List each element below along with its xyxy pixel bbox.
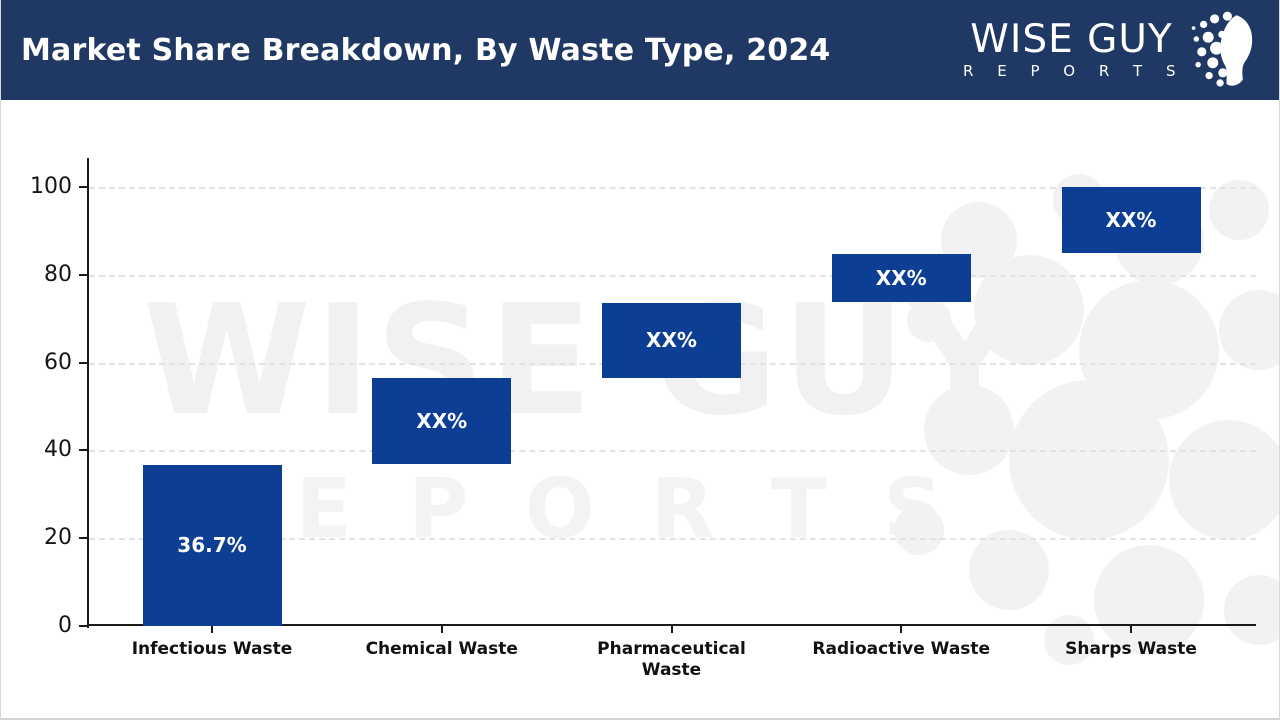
bar-value-label: XX% — [646, 328, 697, 353]
y-gridline — [89, 187, 1256, 189]
y-tick-mark — [79, 625, 87, 627]
y-tick-label: 20 — [44, 525, 72, 551]
bar-value-label: 36.7% — [177, 533, 247, 558]
logo-text: WISE GUY R E P O R T S — [958, 20, 1185, 80]
y-tick-mark — [79, 537, 87, 540]
wise-guy-reports-logo: WISE GUY R E P O R T S — [958, 10, 1253, 90]
header-bar: Market Share Breakdown, By Waste Type, 2… — [1, 0, 1279, 100]
y-tick-label: 0 — [58, 613, 72, 638]
x-category-label: Pharmaceutical Waste — [597, 639, 746, 681]
x-tick-mark — [670, 626, 673, 633]
watermark-subtitle: R E P O R T S — [176, 462, 957, 557]
y-tick-label: 100 — [30, 174, 72, 199]
x-category-label: Radioactive Waste — [812, 639, 991, 659]
dotted-face-icon — [1191, 11, 1253, 87]
y-tick-mark — [79, 449, 87, 452]
y-tick-mark — [79, 361, 87, 364]
y-axis-line — [87, 158, 89, 628]
bar-pharmaceutical-waste: XX% — [602, 302, 741, 378]
bar-value-label: XX% — [416, 408, 468, 433]
bar-value-label: XX% — [875, 266, 927, 291]
chart-title: Market Share Breakdown, By Waste Type, 2… — [21, 32, 831, 68]
y-tick-label: 60 — [44, 349, 72, 375]
plot-area: 0 20 40 60 80 100 36.7% Infectious Waste XX% Chem… — [30, 158, 1256, 680]
x-category-label: Sharps Waste — [1065, 639, 1197, 659]
logo-brand-subtitle: R E P O R T S — [963, 62, 1185, 80]
y-gridline — [89, 274, 1256, 277]
bar-value-label: XX% — [1105, 207, 1157, 232]
x-axis-line — [87, 624, 1256, 626]
y-tick-label: 80 — [44, 261, 72, 287]
x-tick-mark — [1130, 626, 1132, 633]
bar-infectious-waste: 36.7% — [142, 464, 282, 626]
bar-sharps-waste: XX% — [1061, 187, 1201, 253]
x-category-label: Chemical Waste — [365, 639, 518, 659]
y-gridline — [89, 538, 1256, 541]
y-tick-mark — [79, 273, 87, 276]
x-tick-mark — [900, 626, 903, 633]
logo-brand-name: WISE GUY — [970, 17, 1173, 62]
x-tick-mark — [211, 626, 213, 633]
y-tick-mark — [79, 186, 87, 188]
y-tick-label: 40 — [44, 437, 72, 463]
x-tick-mark — [440, 626, 443, 633]
bar-radioactive-waste: XX% — [831, 254, 971, 302]
bar-chemical-waste: XX% — [372, 377, 512, 464]
x-category-label: Infectious Waste — [131, 639, 293, 659]
y-gridline — [89, 450, 1256, 453]
